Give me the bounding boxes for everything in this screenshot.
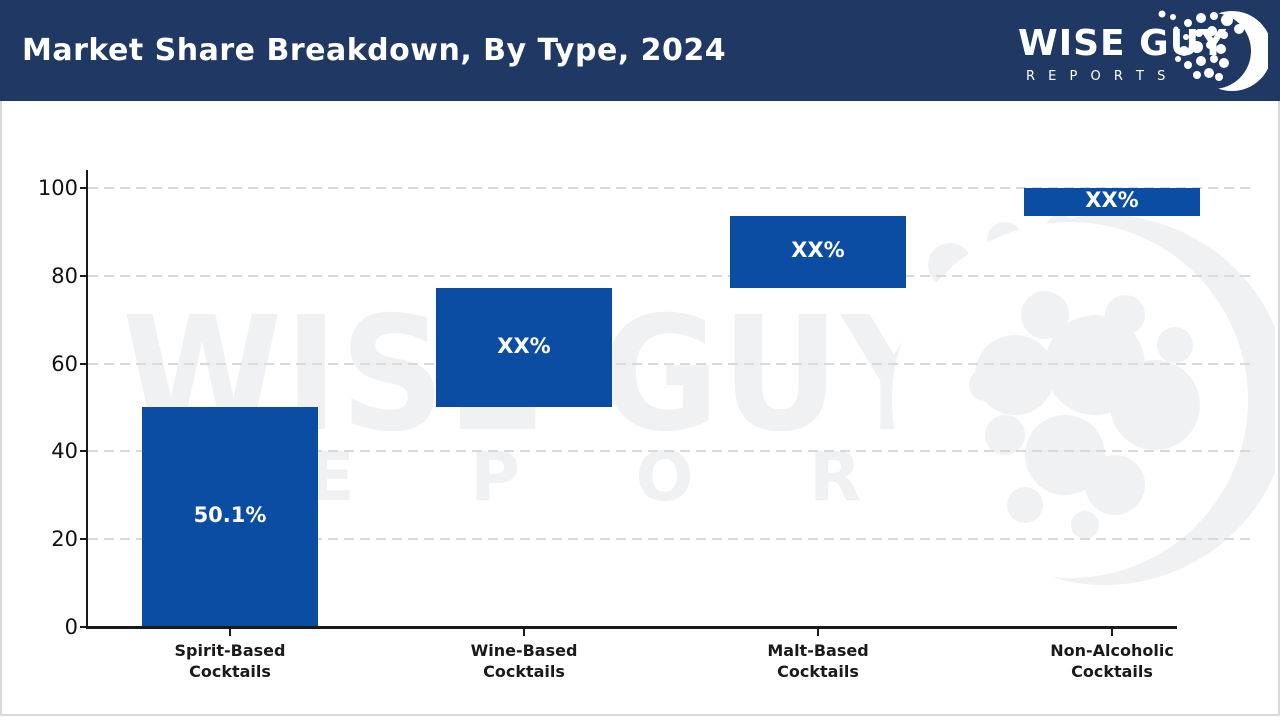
y-gridline xyxy=(88,538,1252,541)
x-axis-category-label: Malt-Based Cocktails xyxy=(698,640,938,682)
x-axis-category-label: Wine-Based Cocktails xyxy=(404,640,644,682)
header-bar: Market Share Breakdown, By Type, 2024 WI… xyxy=(0,0,1280,101)
y-axis-tick-mark xyxy=(80,450,87,453)
category-line: Malt-Based xyxy=(767,641,869,660)
category-line: Cocktails xyxy=(483,662,565,681)
y-axis-tick-mark xyxy=(80,274,87,277)
bar-wine-based-cocktails: XX% xyxy=(436,288,612,408)
y-gridline xyxy=(88,450,1252,453)
y-axis-line xyxy=(86,170,88,629)
y-axis-tick-label: 40 xyxy=(51,439,78,464)
y-gridline xyxy=(88,362,1252,365)
category-line: Non-Alcoholic xyxy=(1050,641,1174,660)
category-line: Cocktails xyxy=(777,662,859,681)
x-axis-category-label: Spirit-Based Cocktails xyxy=(110,640,350,682)
y-axis-tick-mark xyxy=(80,626,87,628)
y-axis-tick-label: 20 xyxy=(51,527,78,552)
y-axis-tick-label: 100 xyxy=(37,176,78,200)
y-gridline xyxy=(88,187,1252,189)
category-line: Cocktails xyxy=(189,662,271,681)
x-axis-tick-mark xyxy=(523,629,525,636)
y-axis-tick-mark xyxy=(80,187,87,189)
logo-head-icon xyxy=(1158,10,1268,91)
bar-value-label: 50.1% xyxy=(193,503,267,528)
page-title: Market Share Breakdown, By Type, 2024 xyxy=(22,33,727,68)
bar-value-label: XX% xyxy=(791,238,845,263)
bar-malt-based-cocktails: XX% xyxy=(730,216,906,289)
bar-non-alcoholic-cocktails: XX% xyxy=(1024,188,1200,217)
bar-value-label: XX% xyxy=(497,333,551,358)
x-axis-tick-mark xyxy=(817,629,819,636)
y-axis-tick-mark xyxy=(80,538,87,541)
content-frame xyxy=(0,101,1280,716)
logo-wordmark: WISE GUY xyxy=(1018,23,1227,64)
wise-guy-reports-logo: WISE GUY R E P O R T S xyxy=(1018,10,1268,91)
x-axis-line xyxy=(86,626,1177,629)
category-line: Spirit-Based xyxy=(174,641,286,660)
x-axis-tick-mark xyxy=(1111,629,1113,636)
bar-value-label: XX% xyxy=(1085,188,1139,213)
x-axis-tick-mark xyxy=(229,629,231,636)
y-axis-tick-label: 80 xyxy=(51,263,78,288)
y-axis-tick-mark xyxy=(80,362,87,365)
y-axis-tick-label: 60 xyxy=(51,351,78,376)
bar-spirit-based-cocktails: 50.1% xyxy=(142,407,318,627)
y-gridline xyxy=(88,274,1252,277)
category-line: Wine-Based xyxy=(470,641,578,660)
x-axis-category-label: Non-Alcoholic Cocktails xyxy=(992,640,1232,682)
watermark-head-icon xyxy=(892,215,1275,585)
y-axis-tick-label: 0 xyxy=(64,615,78,639)
category-line: Cocktails xyxy=(1071,662,1153,681)
logo-subtitle: R E P O R T S xyxy=(1026,69,1170,84)
